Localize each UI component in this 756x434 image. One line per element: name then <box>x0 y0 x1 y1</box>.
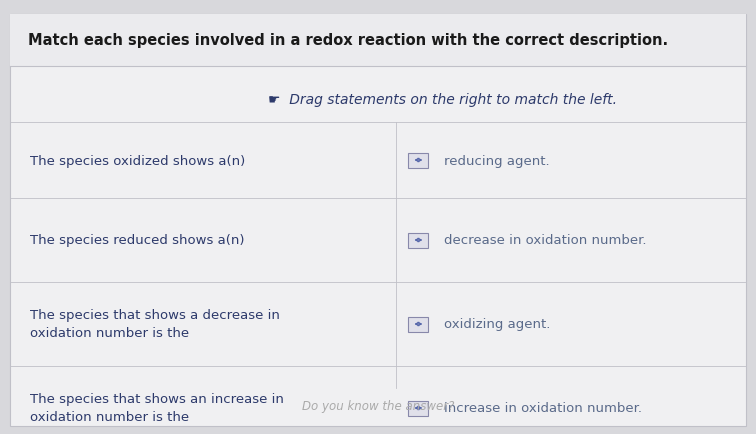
FancyBboxPatch shape <box>10 15 746 67</box>
Text: The species reduced shows a(n): The species reduced shows a(n) <box>30 234 244 247</box>
FancyBboxPatch shape <box>408 233 429 248</box>
Text: The species that shows a decrease in
oxidation number is the: The species that shows a decrease in oxi… <box>30 309 280 340</box>
FancyBboxPatch shape <box>408 153 429 168</box>
FancyBboxPatch shape <box>408 317 429 332</box>
Text: ☛  Drag statements on the right to match the left.: ☛ Drag statements on the right to match … <box>268 93 617 107</box>
Text: oxidizing agent.: oxidizing agent. <box>445 318 551 331</box>
FancyBboxPatch shape <box>10 15 746 426</box>
Text: reducing agent.: reducing agent. <box>445 154 550 167</box>
Text: increase in oxidation number.: increase in oxidation number. <box>445 401 643 414</box>
Text: decrease in oxidation number.: decrease in oxidation number. <box>445 234 647 247</box>
Text: Do you know the answer?: Do you know the answer? <box>302 400 454 413</box>
FancyBboxPatch shape <box>408 401 429 415</box>
Text: Match each species involved in a redox reaction with the correct description.: Match each species involved in a redox r… <box>28 33 668 48</box>
Text: The species that shows an increase in
oxidation number is the: The species that shows an increase in ox… <box>30 393 284 424</box>
Text: The species oxidized shows a(n): The species oxidized shows a(n) <box>30 154 245 167</box>
